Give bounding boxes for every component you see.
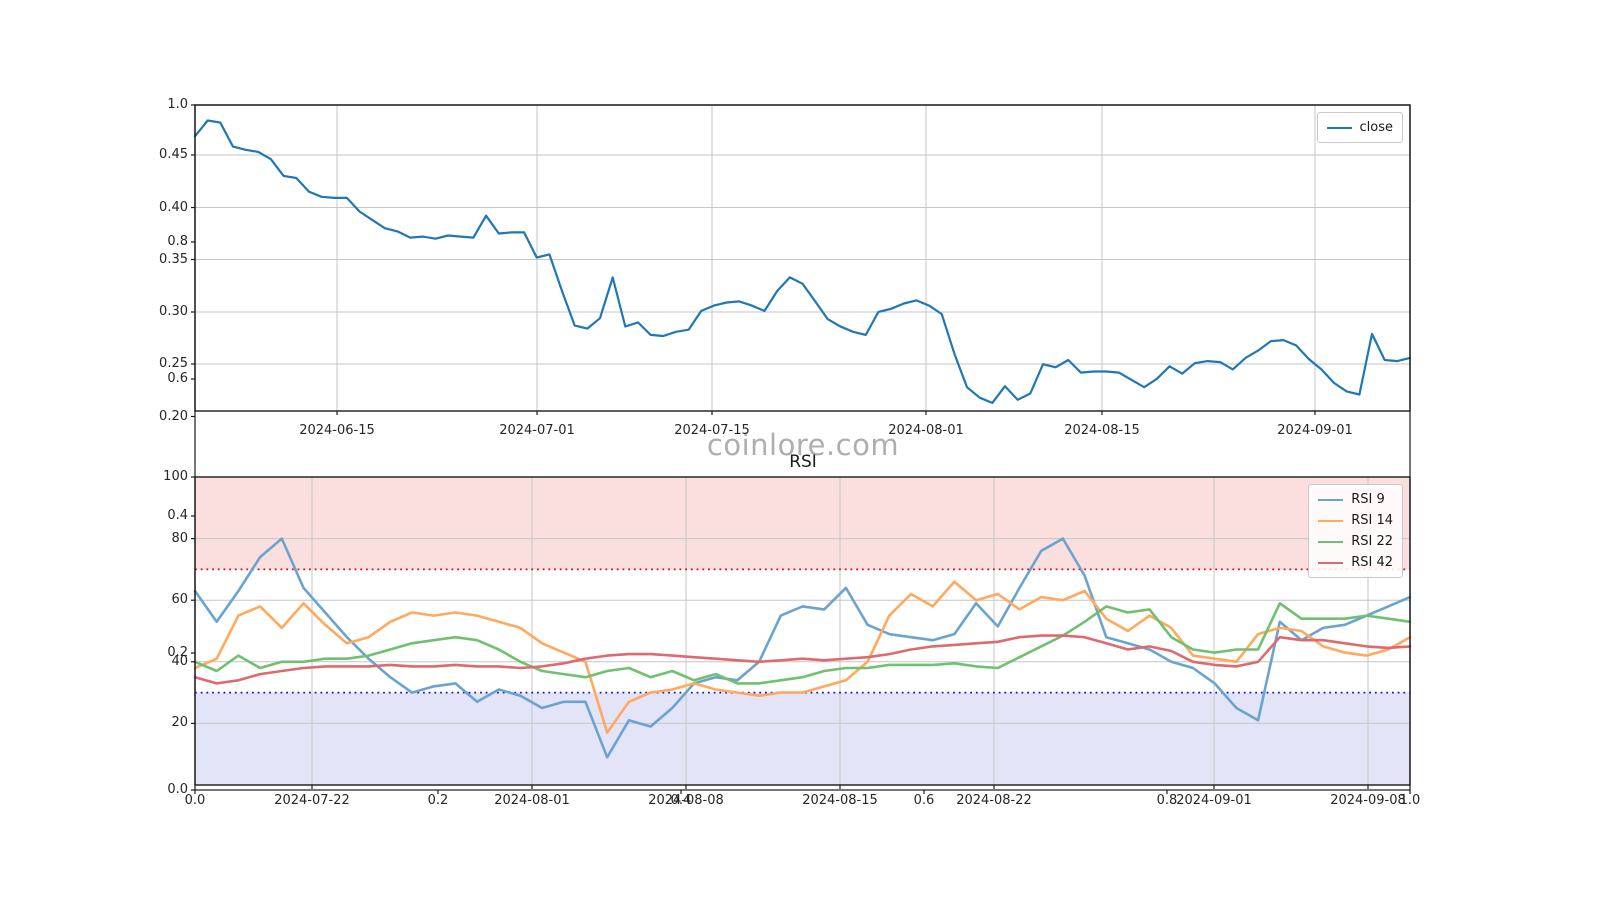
- close-line-swatch: [1326, 126, 1352, 129]
- ghost-xtick-label: 0.2: [427, 793, 449, 808]
- rsi9-line-swatch: [1318, 498, 1344, 501]
- rsi-xtick-label: 2024-07-22: [274, 793, 350, 808]
- legend-label-rsi14: RSI 14: [1351, 513, 1393, 528]
- price-xtick-label: 2024-09-01: [1277, 423, 1353, 438]
- rsi22-line-swatch: [1318, 540, 1344, 543]
- rsi-xtick-label: 2024-08-15: [802, 793, 878, 808]
- rsi-xtick-label: 2024-09-08: [1330, 793, 1406, 808]
- rsi-xtick-label: 2024-08-08: [648, 793, 724, 808]
- price-legend: close: [1316, 112, 1403, 143]
- ghost-ytick-label: 0.6: [167, 371, 188, 386]
- price-ytick-label: 0.30: [159, 304, 188, 319]
- price-xtick-label: 2024-08-01: [888, 423, 964, 438]
- ghost-ytick-label: 1.0: [167, 97, 188, 112]
- ghost-xtick-label: 0.0: [184, 793, 206, 808]
- ghost-xtick-label: 0.8: [1156, 793, 1178, 808]
- rsi-xtick-label: 2024-09-01: [1176, 793, 1252, 808]
- price-xtick-label: 2024-07-15: [674, 423, 750, 438]
- legend-label-rsi22: RSI 22: [1351, 534, 1393, 549]
- ghost-ytick-label: 0.0: [167, 782, 188, 797]
- legend-item-rsi22: RSI 22: [1318, 531, 1393, 552]
- price-ytick-label: 0.40: [159, 199, 188, 215]
- price-ytick-label: 0.35: [159, 251, 188, 267]
- price-ytick-label: 0.45: [159, 147, 188, 162]
- rsi42-line-swatch: [1318, 561, 1344, 564]
- ghost-xtick-label: 0.4: [670, 793, 692, 808]
- rsi14-line-swatch: [1318, 519, 1344, 522]
- legend-label-rsi42: RSI 42: [1351, 555, 1393, 570]
- legend-label-rsi9: RSI 9: [1351, 492, 1385, 507]
- ghost-xtick-label: 1.0: [1399, 793, 1421, 808]
- ghost-ytick-label: 0.8: [167, 234, 188, 249]
- ghost-ytick-label: 0.2: [167, 645, 188, 660]
- rsi-panel-title: RSI: [789, 452, 817, 472]
- price-xtick-label: 2024-06-15: [299, 423, 375, 438]
- rsi-ytick-label: 40: [171, 653, 188, 669]
- rsi-xtick-label: 2024-08-22: [956, 793, 1032, 808]
- rsi-ytick-label: 20: [171, 715, 188, 731]
- legend-label-close: close: [1359, 120, 1393, 135]
- rsi-ytick-label: 100: [163, 469, 188, 484]
- price-ytick-label: 0.20: [159, 408, 188, 424]
- rsi-legend: RSI 9 RSI 14 RSI 22 RSI 42: [1308, 484, 1403, 578]
- rsi-ytick-label: 60: [171, 592, 188, 608]
- rsi-ytick-label: 80: [171, 530, 188, 546]
- price-ytick-label: 0.25: [159, 356, 188, 371]
- rsi-xtick-label: 2024-08-01: [494, 793, 570, 808]
- legend-item-close: close: [1326, 117, 1393, 138]
- legend-item-rsi42: RSI 42: [1318, 552, 1393, 573]
- price-xtick-label: 2024-08-15: [1064, 423, 1140, 438]
- ghost-xtick-label: 0.6: [913, 793, 935, 808]
- legend-item-rsi14: RSI 14: [1318, 510, 1393, 531]
- price-xtick-label: 2024-07-01: [499, 423, 575, 438]
- ghost-ytick-label: 0.4: [167, 508, 188, 523]
- watermark: coinlore.com: [706, 428, 900, 462]
- legend-item-rsi9: RSI 9: [1318, 489, 1393, 510]
